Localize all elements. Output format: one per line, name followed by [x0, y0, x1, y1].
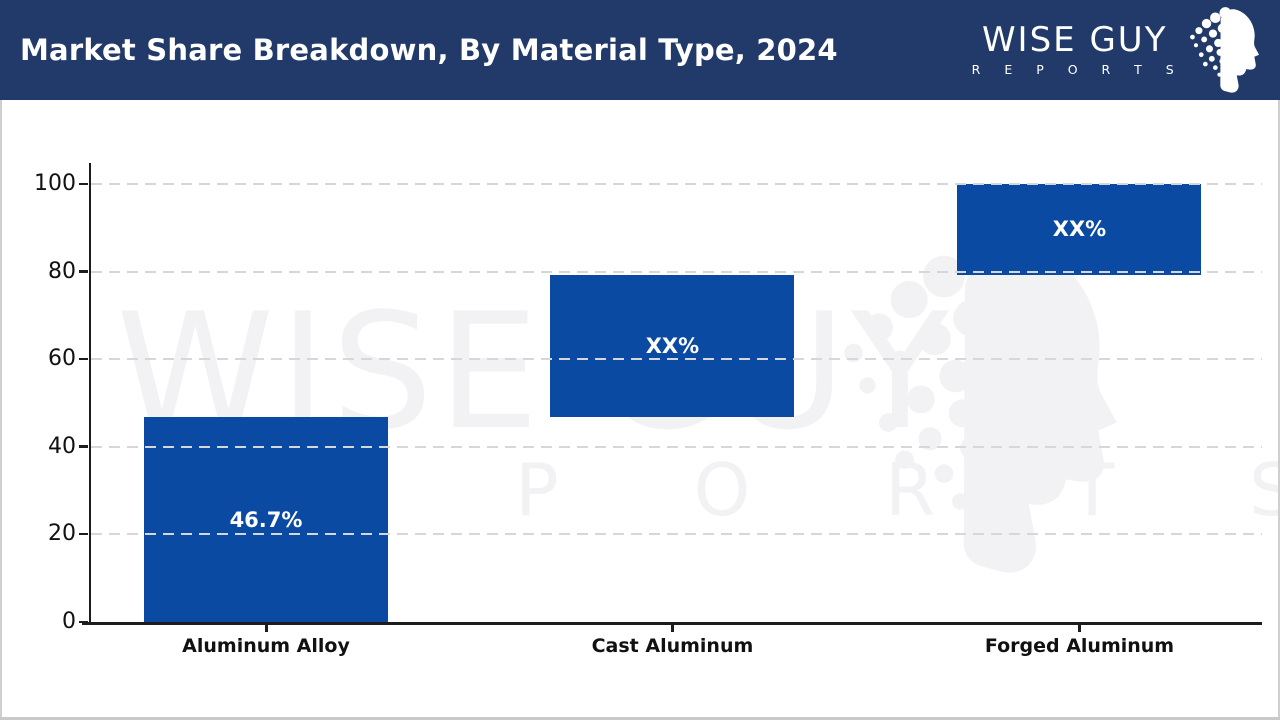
y-tick-40: [79, 445, 88, 448]
bar-value-label-1: XX%: [645, 334, 700, 359]
bar-value-label-2: XX%: [1052, 217, 1107, 242]
y-tick-label-0: 0: [62, 609, 76, 634]
x-category-label-1: Cast Aluminum: [591, 635, 754, 657]
y-tick-label-60: 60: [48, 346, 76, 372]
y-tick-label-20: 20: [48, 521, 76, 547]
x-tick-0: [265, 625, 268, 632]
x-category-label-0: Aluminum Alloy: [182, 635, 350, 657]
y-tick-label-100: 100: [34, 171, 76, 196]
y-tick-60: [79, 357, 88, 361]
x-axis-stub: [82, 622, 91, 625]
chart-canvas: WISE GUY R E P O R T S 0 20 40 60 80 100 46.7%…: [0, 100, 1280, 720]
grid-line-80: [91, 270, 1262, 273]
grid-line-40: [91, 445, 1262, 448]
x-tick-2: [1078, 625, 1081, 632]
plot-area: 0 20 40 60 80 100 46.7% Aluminum Alloy XX% Cast A…: [34, 163, 1262, 657]
grid-line-60: [91, 358, 1262, 361]
y-tick-label-80: 80: [48, 258, 76, 284]
page-edge-left: [0, 100, 2, 720]
bar-value-label-0: 46.7%: [229, 507, 303, 532]
watermark-head-icon: [828, 230, 1130, 578]
brand-name: WISE GUY: [981, 20, 1168, 61]
brand-subtitle: R E P O R T S: [971, 61, 1184, 77]
y-tick-80: [79, 270, 88, 273]
brand-logo-text: WISE GUY R E P O R T S: [966, 20, 1184, 77]
y-tick-0: [79, 620, 88, 623]
y-tick-100: [79, 182, 88, 185]
page-title: Market Share Breakdown, By Material Type…: [20, 33, 838, 67]
header-bar: Market Share Breakdown, By Material Type…: [0, 0, 1280, 100]
bar-0: 46.7%: [144, 417, 388, 622]
bar-1: XX%: [550, 274, 795, 418]
grid-line-100: [91, 183, 1262, 185]
y-tick-label-40: 40: [48, 433, 76, 459]
bar-2: XX%: [957, 184, 1202, 275]
grid-line-20: [91, 533, 1262, 536]
page-edge-bottom: [0, 717, 1280, 720]
x-category-label-2: Forged Aluminum: [984, 635, 1175, 657]
x-tick-1: [671, 625, 674, 632]
wiseguy-head-icon: [1186, 6, 1262, 94]
page-edge-right: [1278, 100, 1280, 720]
brand-logo: WISE GUY R E P O R T S: [966, 6, 1262, 94]
y-tick-20: [79, 532, 88, 536]
